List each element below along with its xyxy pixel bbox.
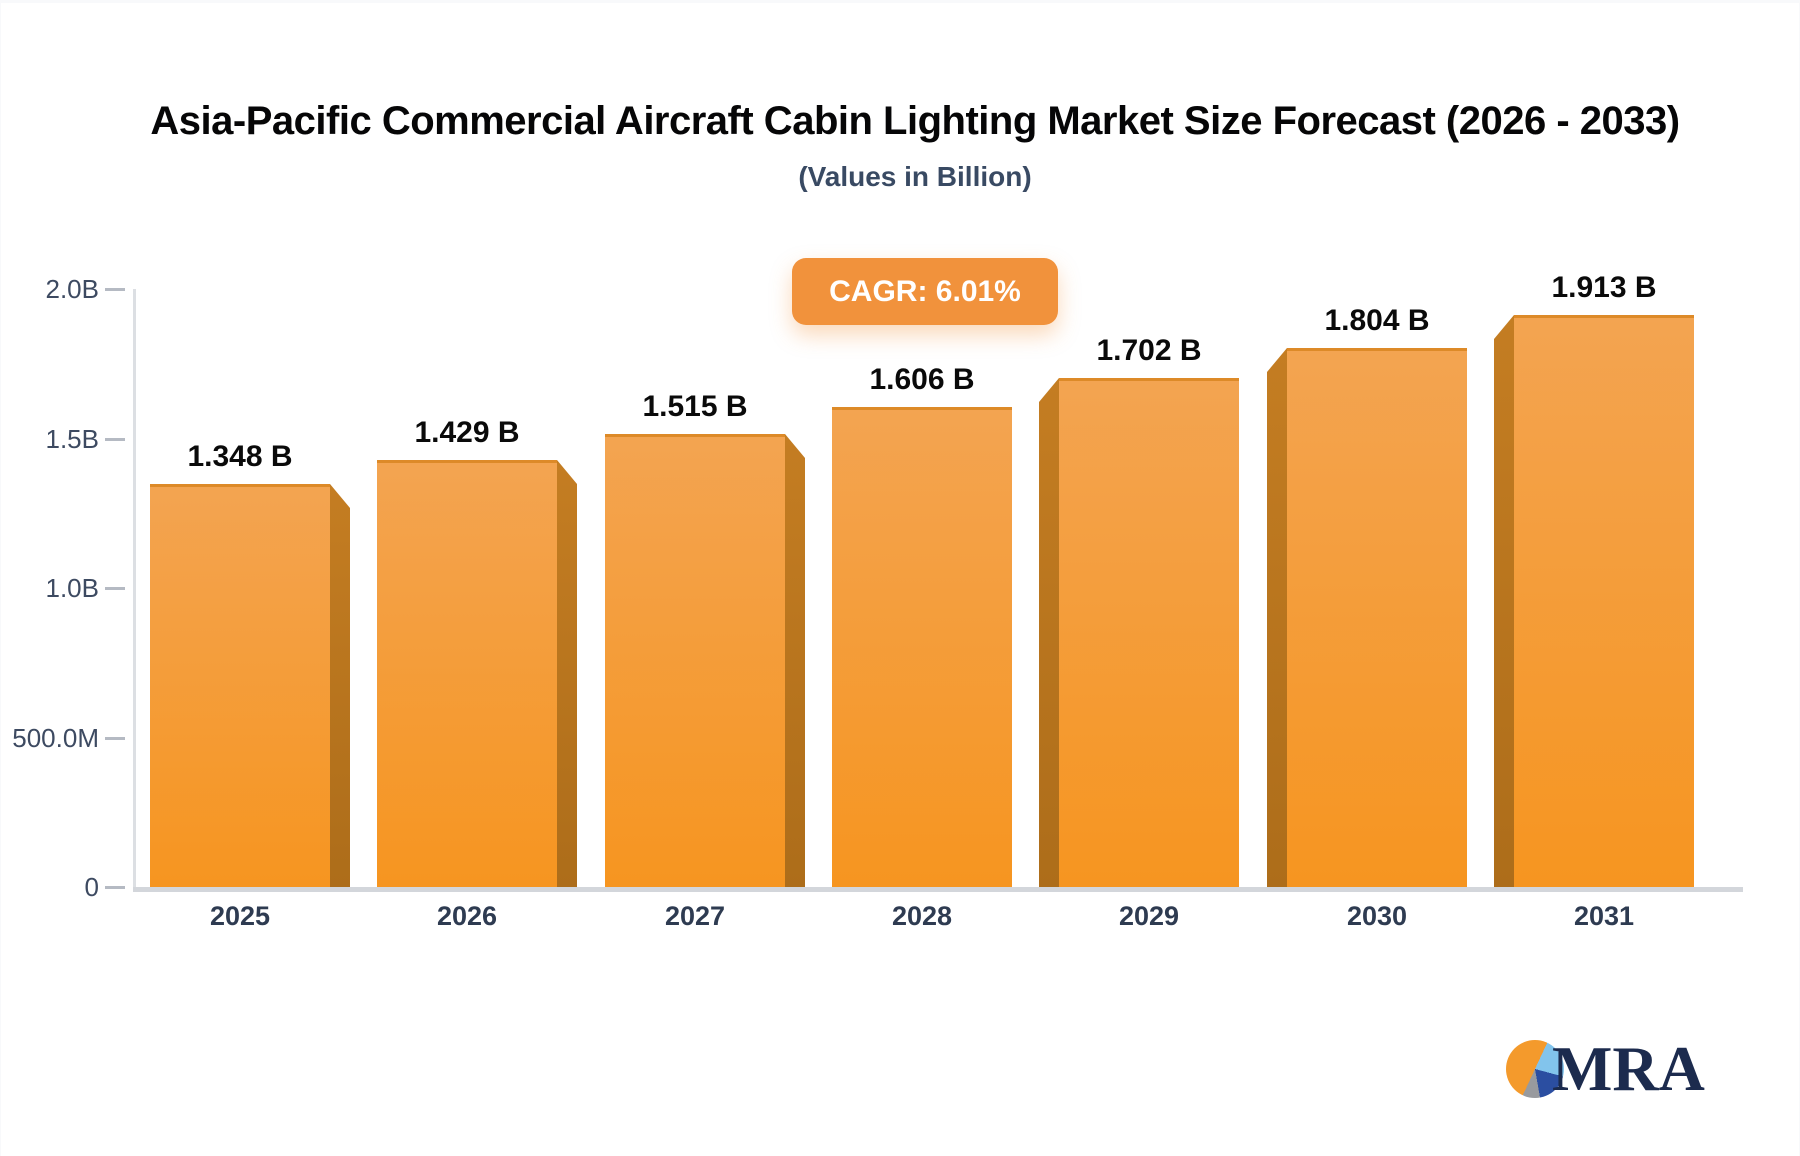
bar-bevel-2027 — [785, 434, 805, 887]
value-label-2027: 1.515 B — [642, 390, 748, 423]
bar-bevel-2029 — [1039, 378, 1059, 887]
chart-subtitle: (Values in Billion) — [798, 161, 1032, 192]
x-axis-label-2026: 2026 — [436, 901, 498, 931]
y-tick-mark-2.0B — [105, 288, 125, 291]
chart-title: Asia-Pacific Commercial Aircraft Cabin L… — [150, 99, 1680, 143]
mra-logo[interactable]: MRA — [1506, 1031, 1705, 1107]
chart-card: Asia-Pacific Commercial Aircraft Cabin L… — [1, 3, 1799, 1156]
bar-bevel-2031 — [1494, 315, 1514, 887]
pie-chart-logo-icon — [1506, 1040, 1564, 1098]
y-tick-label-1.5B: 1.5B — [45, 424, 100, 454]
y-tick-label-1.0B: 1.0B — [45, 573, 100, 603]
y-axis-line — [133, 289, 136, 887]
bar-bevel-2026 — [557, 460, 577, 887]
value-label-2025: 1.348 B — [187, 440, 293, 473]
bar-2031[interactable] — [1514, 315, 1694, 887]
bar-2029[interactable] — [1059, 378, 1239, 887]
x-axis-label-2027: 2027 — [664, 901, 726, 931]
y-tick-mark-1.5B — [105, 438, 125, 441]
x-axis-label-2030: 2030 — [1346, 901, 1408, 931]
bar-2027[interactable] — [605, 434, 785, 887]
bar-2025[interactable] — [150, 484, 330, 887]
value-label-2031: 1.913 B — [1551, 271, 1657, 304]
bar-2030[interactable] — [1287, 348, 1467, 887]
cagr-badge-label: CAGR: 6.01% — [829, 274, 1021, 308]
y-tick-label-500.0M: 500.0M — [12, 723, 99, 753]
y-tick-mark-500.0M — [105, 737, 125, 740]
bar-bevel-2030 — [1267, 348, 1287, 887]
x-axis-line — [133, 887, 1743, 892]
y-tick-mark-0 — [105, 886, 125, 889]
x-axis-label-2025: 2025 — [209, 901, 271, 931]
x-axis-label-2031: 2031 — [1573, 901, 1635, 931]
value-label-2029: 1.702 B — [1096, 334, 1202, 367]
x-axis-label-2029: 2029 — [1118, 901, 1180, 931]
mra-logo-text: MRA — [1552, 1033, 1705, 1104]
x-axis-label-2028: 2028 — [891, 901, 953, 931]
bar-bevel-2025 — [330, 484, 350, 887]
y-tick-label-2.0B: 2.0B — [45, 274, 100, 304]
bar-2026[interactable] — [377, 460, 557, 887]
value-label-2030: 1.804 B — [1324, 304, 1430, 337]
bar-2028[interactable] — [832, 407, 1012, 887]
value-label-2028: 1.606 B — [869, 363, 975, 396]
y-tick-label-0: 0 — [84, 872, 99, 902]
value-label-2026: 1.429 B — [414, 416, 520, 449]
y-tick-mark-1.0B — [105, 587, 125, 590]
cagr-badge: CAGR: 6.01% — [792, 258, 1058, 325]
